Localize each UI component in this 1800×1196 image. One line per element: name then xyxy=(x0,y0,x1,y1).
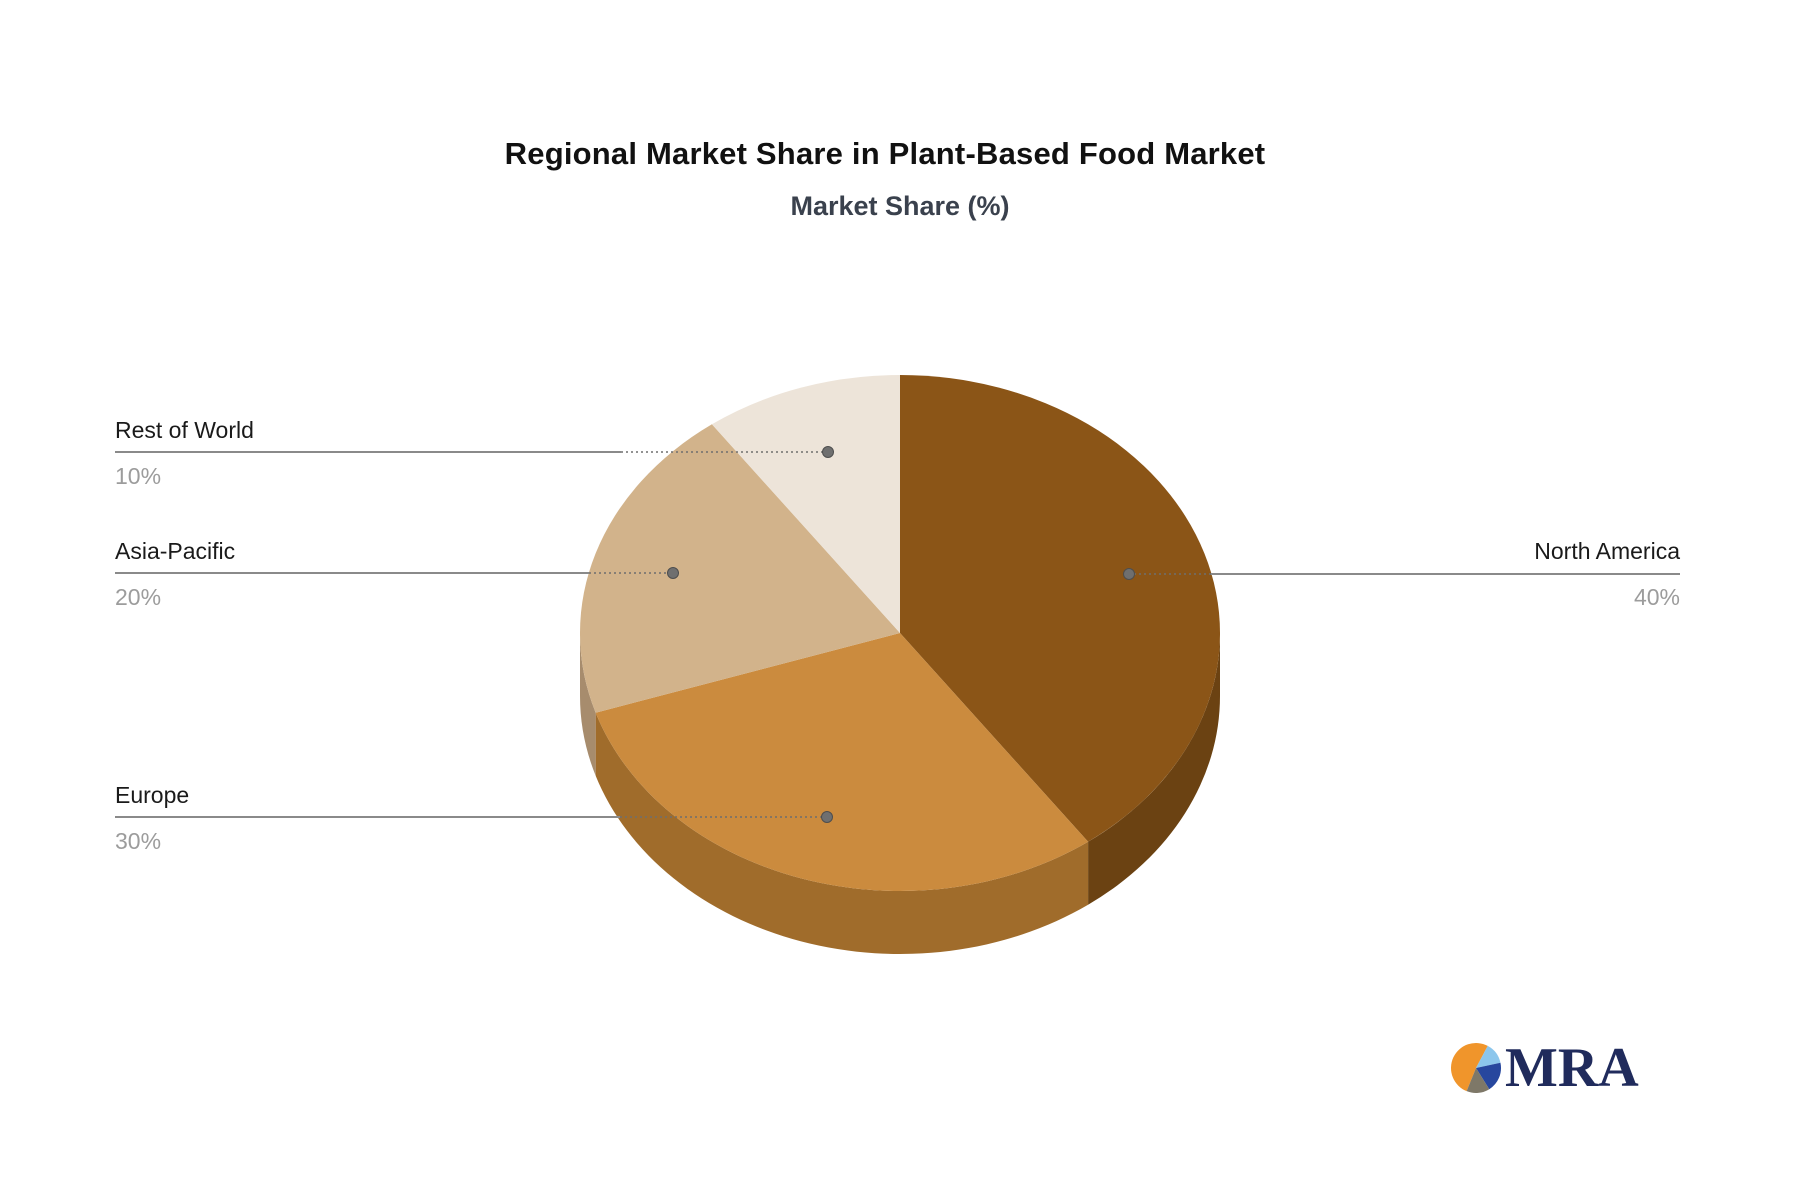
logo-slice-light-blue xyxy=(1476,1045,1501,1068)
chart-title: Regional Market Share in Plant-Based Foo… xyxy=(504,136,1266,171)
pie-slice-side-europe xyxy=(595,712,1089,955)
callout-dot-asia-pacific xyxy=(667,567,679,579)
slice-percent: 30% xyxy=(115,828,162,854)
callout-north-america: North America 40% xyxy=(1534,537,1680,611)
slice-percent: 40% xyxy=(1633,584,1680,610)
pie-chart-icon xyxy=(1451,1043,1501,1093)
callout-dot-europe xyxy=(821,811,833,823)
callout-dot-rest-of-world xyxy=(822,446,834,458)
callout-europe: Europe 30% xyxy=(115,781,189,855)
pie-slice-side-asia-pacific xyxy=(580,633,596,776)
slice-percent: 10% xyxy=(115,463,162,489)
logo-text: MRA xyxy=(1505,1037,1639,1099)
logo-slice-navy xyxy=(1476,1062,1501,1090)
slice-label: Asia-Pacific xyxy=(115,538,236,564)
mra-logo: MRA xyxy=(1450,1032,1639,1104)
pie-slice-side-north-america xyxy=(1088,633,1220,905)
slice-label: Europe xyxy=(115,782,190,808)
pie-slice-rest-of-world[interactable] xyxy=(711,375,900,633)
callout-rest-of-world: Rest of World 10% xyxy=(115,416,254,490)
callout-asia-pacific: Asia-Pacific 20% xyxy=(115,537,235,611)
logo-slice-orange xyxy=(1451,1043,1488,1092)
logo-slice-gray xyxy=(1466,1068,1490,1093)
slice-percent: 20% xyxy=(115,584,162,610)
pie-slice-asia-pacific[interactable] xyxy=(580,424,900,713)
pie-slice-europe[interactable] xyxy=(595,633,1089,891)
callout-dot-north-america xyxy=(1123,568,1135,580)
pie-slice-north-america[interactable] xyxy=(900,375,1221,842)
chart-subtitle: Market Share (%) xyxy=(790,191,1010,221)
slice-label: North America xyxy=(1534,538,1680,564)
slice-label: Rest of World xyxy=(115,417,254,443)
